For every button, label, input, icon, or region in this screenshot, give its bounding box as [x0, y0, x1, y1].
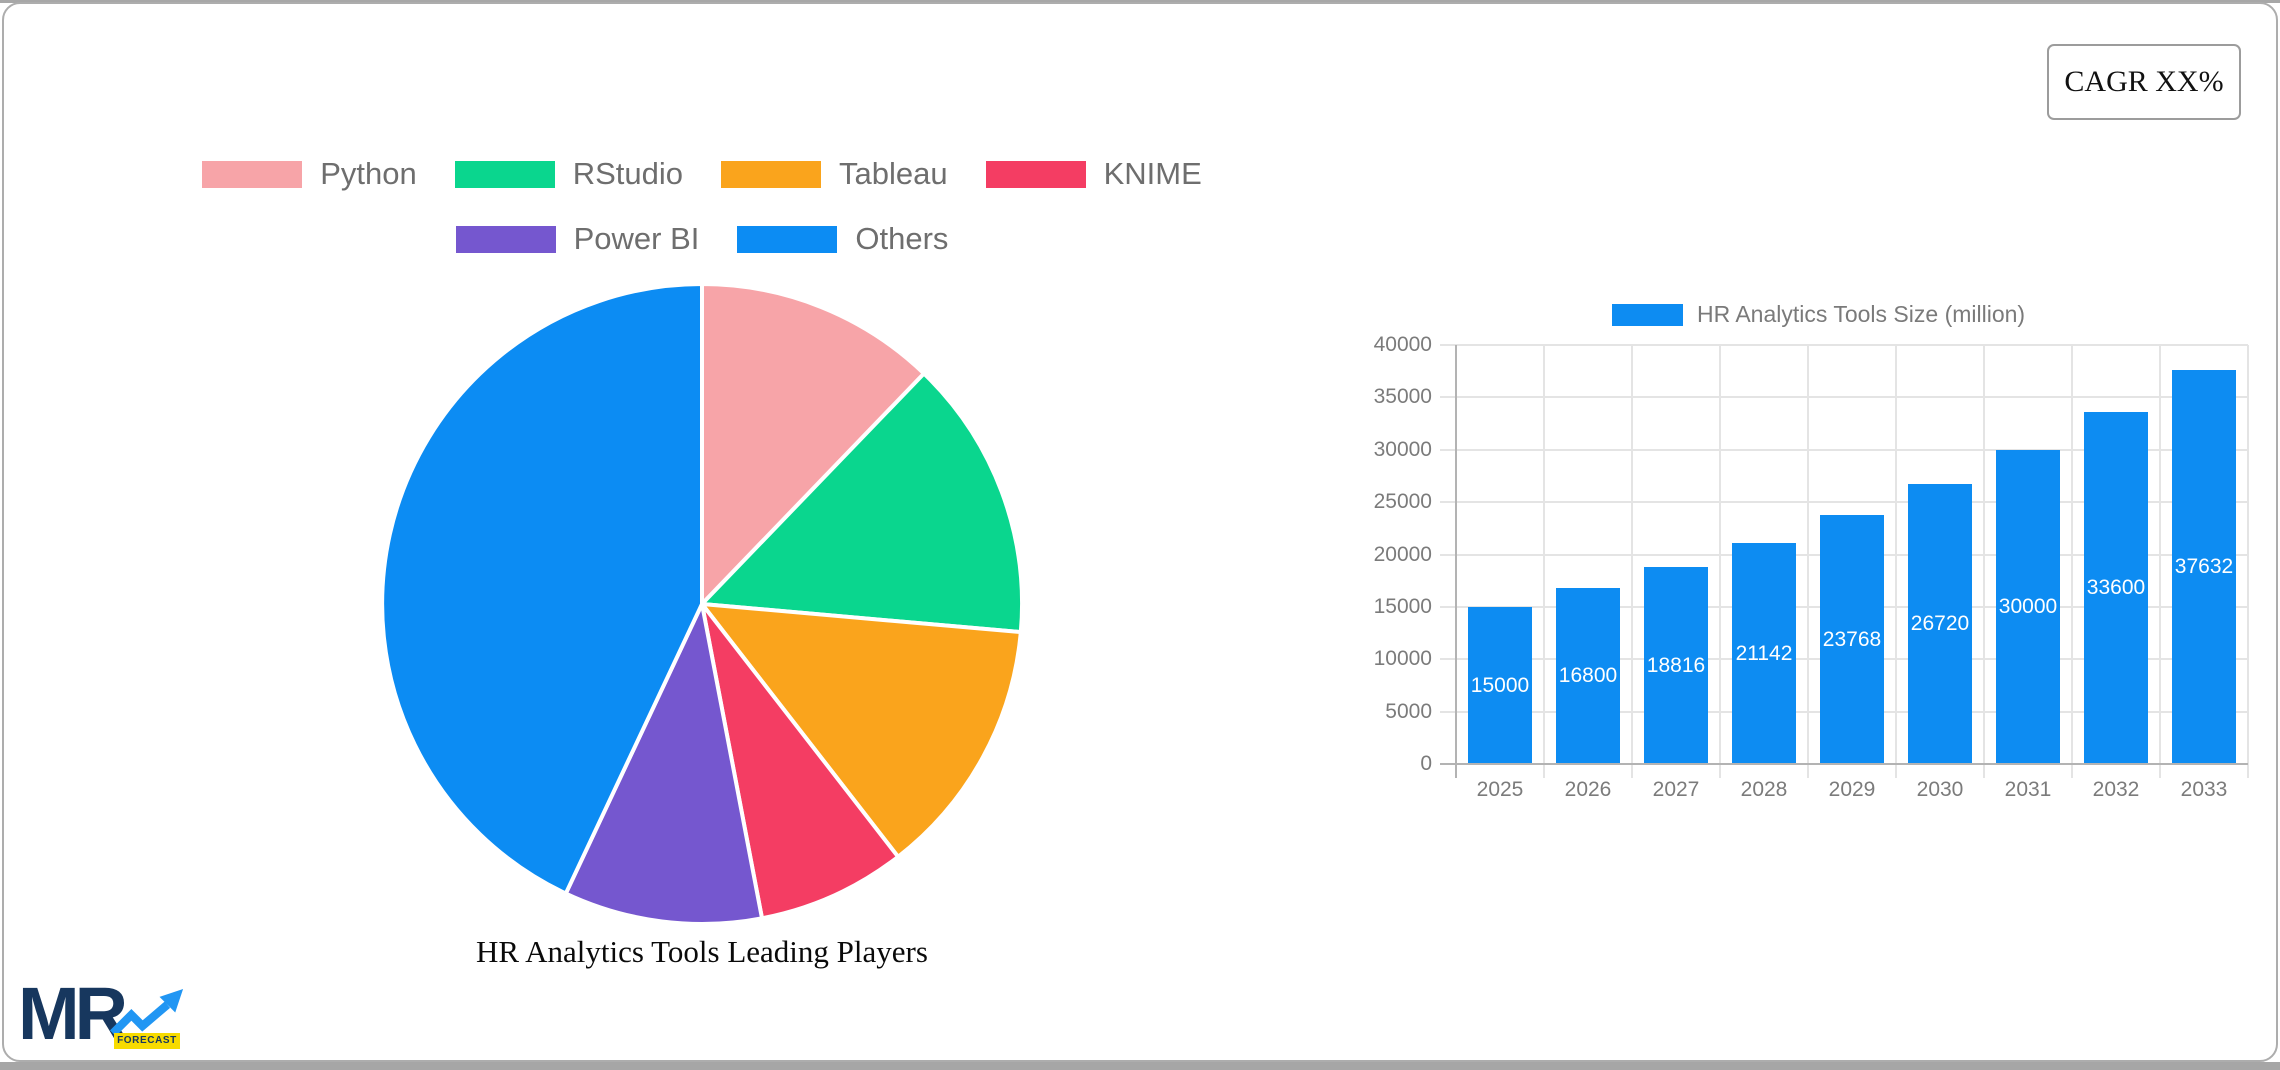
pie-legend: Python RStudio Tableau KNIME Power BI Others — [102, 156, 1302, 286]
cagr-badge: CAGR XX% — [2047, 44, 2241, 120]
x-axis-tick-label: 2028 — [1740, 778, 1788, 801]
legend-item-power-bi: Power BI — [455, 221, 700, 257]
gridline-vertical — [2071, 345, 2073, 778]
pie-slice-python — [700, 282, 926, 606]
pie-legend-row-2: Power BI Others — [102, 221, 1302, 257]
x-axis-tick-label: 2029 — [1828, 778, 1876, 801]
legend-label: KNIME — [1103, 156, 1202, 191]
legend-item-tableau: Tableau — [721, 156, 948, 192]
legend-label: Tableau — [839, 156, 948, 191]
pie-slice-tableau — [700, 602, 1023, 859]
pie-slice-others — [380, 282, 704, 896]
bar-value-label: 15000 — [1470, 673, 1530, 697]
pie-slice-power-bi — [563, 602, 764, 926]
bar-value-label: 26720 — [1910, 612, 1970, 635]
gridline-vertical — [1719, 345, 1721, 778]
y-axis-tick-label: 20000 — [1373, 542, 1432, 566]
pie-slice-knime — [700, 602, 901, 921]
bar-2028: 21142 — [1732, 543, 1796, 764]
x-axis-tick-label: 2033 — [2180, 778, 2228, 801]
legend-item-knime: KNIME — [985, 156, 1202, 192]
gridline-vertical — [2159, 345, 2161, 778]
y-axis-tick-label: 15000 — [1373, 594, 1432, 618]
legend-label: Power BI — [573, 221, 700, 256]
bar-chart-legend: HR Analytics Tools Size (million) — [1612, 301, 2025, 328]
gridline-horizontal — [1440, 501, 2248, 504]
mrforecast-logo: MR FORECAST — [18, 977, 288, 1057]
trend-arrow-icon — [109, 989, 184, 1037]
pie-chart-title: HR Analytics Tools Leading Players — [476, 934, 928, 969]
y-axis-tick-label: 25000 — [1373, 490, 1432, 514]
cagr-label: CAGR XX% — [2064, 65, 2224, 98]
bar-2030: 26720 — [1908, 484, 1972, 764]
bar-value-label: 37632 — [2174, 555, 2234, 578]
legend-swatch — [455, 225, 556, 253]
legend-swatch — [985, 160, 1086, 188]
logo-forecast-badge: FORECAST — [114, 1033, 180, 1049]
bar-value-label: 21142 — [1735, 641, 1793, 665]
legend-swatch — [454, 160, 555, 188]
bottom-edge-strip — [0, 1062, 2280, 1070]
gridline-horizontal — [1440, 396, 2248, 399]
bar-chart-plot-area: 0 5000 10000 15000 20000 25000 30000 35000 40000… — [1374, 333, 2249, 801]
bar-2025: 15000 — [1468, 607, 1532, 764]
legend-item-rstudio: RStudio — [454, 156, 684, 192]
gridline-vertical — [1807, 345, 1809, 778]
y-axis-line — [1455, 345, 1457, 778]
y-axis-tick-label: 0 — [1420, 752, 1432, 775]
x-axis-tick-label: 2030 — [1916, 778, 1964, 801]
bar-legend-label: HR Analytics Tools Size (million) — [1697, 301, 2026, 327]
x-axis-tick-label: 2026 — [1564, 778, 1612, 801]
legend-swatch — [202, 160, 303, 188]
bar-value-label: 33600 — [2086, 576, 2146, 599]
x-axis-tick-label: 2032 — [2092, 778, 2140, 801]
y-axis-tick-label: 30000 — [1373, 437, 1432, 461]
bar-2032: 33600 — [2084, 412, 2148, 764]
legend-label: Others — [855, 221, 949, 256]
x-axis-tick-label: 2031 — [2004, 778, 2052, 801]
legend-swatch — [737, 225, 838, 253]
y-axis-tick-label: 40000 — [1373, 333, 1432, 356]
pie-legend-row-1: Python RStudio Tableau KNIME — [102, 156, 1302, 192]
top-edge-strip — [0, 0, 2280, 3]
gridline-vertical — [1631, 345, 1633, 778]
bar-value-label: 30000 — [1998, 595, 2058, 618]
x-axis-tick-label: 2025 — [1476, 778, 1524, 801]
pie-slice-rstudio — [700, 371, 1025, 635]
pie-chart — [372, 274, 1032, 934]
y-axis-tick-label: 10000 — [1373, 647, 1432, 671]
legend-swatch — [721, 160, 822, 188]
x-axis-tick-label: 2027 — [1652, 778, 1700, 801]
bar-value-label: 23768 — [1822, 627, 1882, 651]
gridline-vertical — [1983, 345, 1985, 778]
gridline-horizontal — [1440, 448, 2248, 451]
legend-label: Python — [320, 156, 417, 191]
pie-svg — [380, 282, 1025, 926]
bar-2029: 23768 — [1820, 515, 1884, 764]
legend-item-others: Others — [737, 221, 948, 257]
bar-value-label: 16800 — [1558, 664, 1618, 687]
bar-2033: 37632 — [2172, 370, 2236, 764]
x-axis-line — [1440, 763, 2248, 765]
bar-value-label: 18816 — [1646, 653, 1706, 677]
y-axis-tick-label: 35000 — [1373, 385, 1432, 409]
legend-item-python: Python — [202, 156, 417, 192]
bar-2026: 16800 — [1556, 588, 1620, 764]
logo-brand-text: MR — [18, 972, 128, 1055]
legend-label: RStudio — [572, 156, 684, 191]
bar-legend-swatch — [1612, 303, 1683, 326]
bar-2031: 30000 — [1996, 450, 2060, 764]
gridline-vertical — [1543, 345, 1545, 778]
bar-2027: 18816 — [1644, 567, 1708, 764]
gridline-vertical — [1895, 345, 1897, 778]
gridline-horizontal — [1440, 344, 2248, 346]
gridline-vertical — [2247, 345, 2249, 778]
y-axis-tick-label: 5000 — [1385, 699, 1432, 723]
